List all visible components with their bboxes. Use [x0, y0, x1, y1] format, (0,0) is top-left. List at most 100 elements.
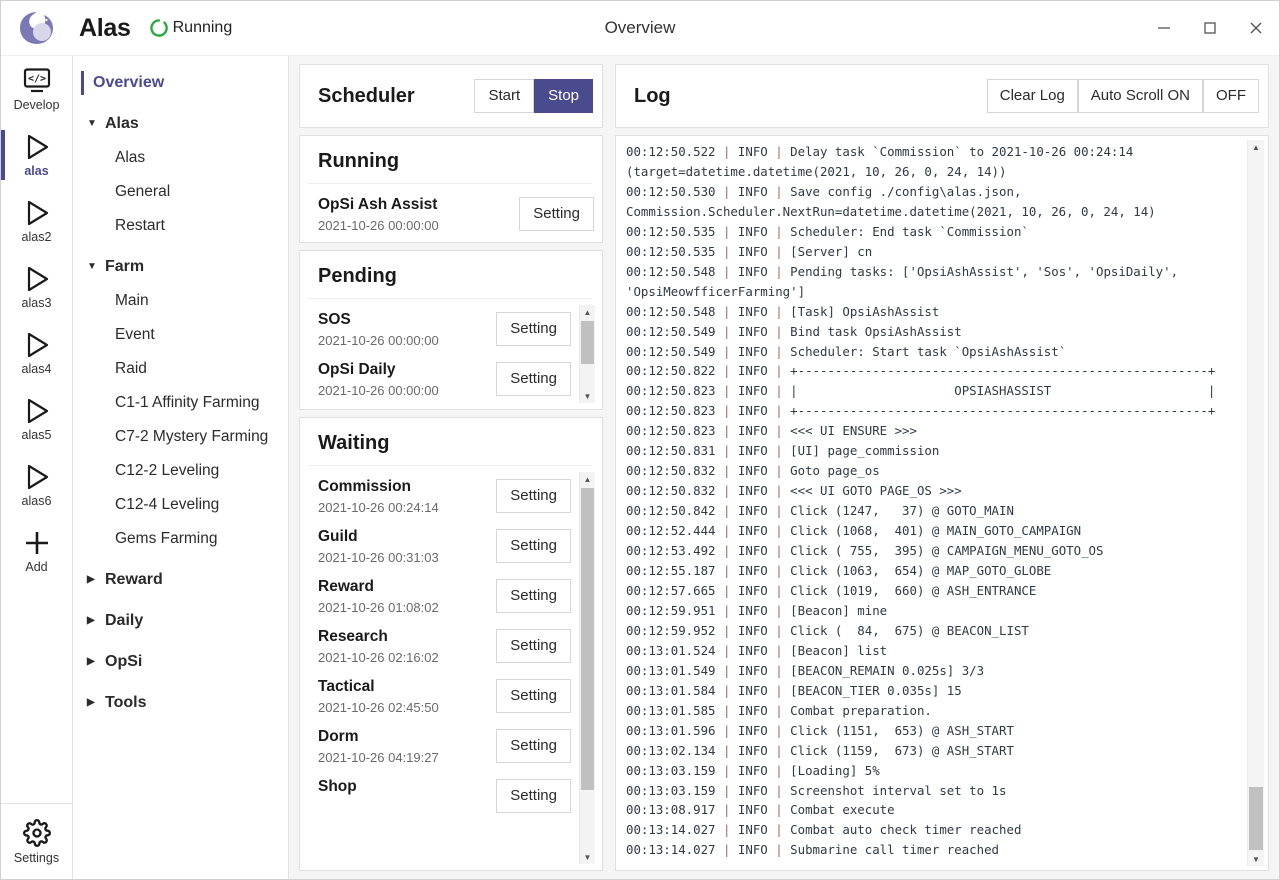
- task-setting-button[interactable]: Setting: [496, 779, 571, 813]
- task-row: OpSi Meowfficer FarmingSetting: [300, 407, 579, 409]
- play-icon: [27, 398, 48, 424]
- task-setting-button[interactable]: Setting: [496, 529, 571, 563]
- task-name: Guild: [318, 528, 358, 545]
- sidebar-item-raid[interactable]: Raid: [115, 360, 147, 377]
- gear-icon: [22, 818, 51, 848]
- close-icon: [1250, 22, 1262, 34]
- log-line: 00:13:08.917 | INFO | Combat execute: [626, 802, 895, 818]
- close-button[interactable]: [1233, 1, 1279, 56]
- log-output: 00:12:50.522 | INFO | Delay task `Commis…: [616, 136, 1247, 870]
- maximize-button[interactable]: [1187, 1, 1233, 56]
- chevron-right-icon: ▶: [87, 697, 95, 708]
- task-row: Reward 2021-10-26 01:08:02 Setting: [300, 574, 579, 624]
- pending-scrollbar[interactable]: ▲ ▼: [579, 305, 595, 403]
- scroll-up-icon[interactable]: ▲: [583, 307, 592, 317]
- task-setting-button[interactable]: Setting: [496, 679, 571, 713]
- rail-item-label: alas6: [21, 494, 52, 508]
- minimize-button[interactable]: [1141, 1, 1187, 56]
- task-name: SOS: [318, 311, 351, 328]
- task-info: Research 2021-10-26 02:16:02: [318, 626, 496, 668]
- sidebar-item-c12-4-leveling[interactable]: C12-4 Leveling: [115, 496, 220, 513]
- waiting-scroll-thumb[interactable]: [581, 488, 594, 791]
- rail-item-label: alas: [24, 164, 49, 178]
- task-setting-button[interactable]: Setting: [496, 362, 571, 396]
- auto-scroll-off-button[interactable]: OFF: [1203, 79, 1259, 113]
- nav-group-tools[interactable]: ▶ Tools: [73, 686, 288, 720]
- task-setting-button[interactable]: Setting: [496, 479, 571, 513]
- clear-log-button[interactable]: Clear Log: [986, 79, 1078, 113]
- sidebar-item-main[interactable]: Main: [115, 292, 149, 309]
- pending-scroll-track[interactable]: [580, 319, 595, 389]
- log-scroll-thumb[interactable]: [1249, 787, 1263, 850]
- sidebar-item-settings[interactable]: Settings: [1, 803, 72, 879]
- settings-label: Settings: [13, 851, 60, 865]
- rail-item-alas5[interactable]: alas5: [1, 386, 72, 452]
- rail-item-add[interactable]: Add: [1, 518, 72, 584]
- play-icon: [27, 332, 48, 358]
- sidebar-item-gems-farming[interactable]: Gems Farming: [115, 530, 218, 547]
- log-line: 00:12:50.549 | INFO | Bind task OpsiAshA…: [626, 323, 962, 339]
- sidebar-item-restart[interactable]: Restart: [115, 217, 165, 234]
- nav-group-label: Daily: [105, 612, 144, 629]
- stop-button[interactable]: Stop: [534, 79, 593, 113]
- scroll-up-icon[interactable]: ▲: [583, 474, 592, 484]
- log-scroll-track[interactable]: [1248, 154, 1264, 852]
- running-task-list: OpSi Ash Assist 2021-10-26 00:00:00 Settin…: [300, 184, 602, 242]
- play-icon: [27, 134, 48, 160]
- auto-scroll-on-button[interactable]: Auto Scroll ON: [1077, 79, 1203, 113]
- rail-item-label: Develop: [13, 98, 60, 112]
- sidebar-item-c1-1-affinity-farming[interactable]: C1-1 Affinity Farming: [115, 394, 260, 411]
- task-row: Commission 2021-10-26 00:24:14 Setting: [300, 474, 579, 524]
- sidebar-item-c7-2-mystery-farming[interactable]: C7-2 Mystery Farming: [115, 428, 269, 445]
- rail-item-label: alas3: [21, 296, 52, 310]
- task-next-run: 2021-10-26 00:31:03: [318, 550, 439, 565]
- sidebar-item-c12-2-leveling[interactable]: C12-2 Leveling: [115, 462, 220, 479]
- pending-scroll-thumb[interactable]: [581, 321, 594, 365]
- waiting-scroll-track[interactable]: [580, 486, 595, 850]
- waiting-scrollbar[interactable]: ▲ ▼: [579, 472, 595, 864]
- log-line: 00:12:59.952 | INFO | Click ( 84, 675) @…: [626, 622, 1029, 638]
- task-name: Tactical: [318, 678, 375, 695]
- sidebar-item-general[interactable]: General: [115, 183, 171, 200]
- task-row: Tactical 2021-10-26 02:45:50 Setting: [300, 674, 579, 724]
- scroll-up-icon[interactable]: ▲: [1252, 142, 1260, 152]
- pending-body: SOS 2021-10-26 00:00:00 Setting OpSi Daily 2…: [300, 299, 602, 409]
- moon-logo-icon: [20, 12, 53, 44]
- task-setting-button[interactable]: Setting: [496, 312, 571, 346]
- log-line: 00:13:03.159 | INFO | [Loading] 5%: [626, 762, 880, 778]
- play-icon: [22, 198, 52, 228]
- log-line: 00:12:50.522 | INFO | Delay task `Commis…: [626, 144, 1141, 179]
- task-setting-button[interactable]: Setting: [496, 579, 571, 613]
- nav-group-farm[interactable]: ▼ Farm: [73, 250, 288, 284]
- rail-item-alas3[interactable]: alas3: [1, 254, 72, 320]
- rail-spacer: [1, 584, 72, 803]
- log-scrollbar[interactable]: ▲ ▼: [1247, 140, 1264, 866]
- rail-item-develop[interactable]: </> Develop: [1, 56, 72, 122]
- scheduler-card: Scheduler Start Stop: [299, 64, 603, 128]
- scroll-down-icon[interactable]: ▼: [1252, 854, 1260, 864]
- running-card: Running OpSi Ash Assist 2021-10-26 00:00:…: [299, 135, 603, 243]
- log-line: 00:12:50.823 | INFO | <<< UI ENSURE >>>: [626, 423, 917, 439]
- nav-group-daily[interactable]: ▶ Daily: [73, 604, 288, 638]
- play-icon: [22, 462, 52, 492]
- nav-group-reward[interactable]: ▶ Reward: [73, 563, 288, 597]
- sidebar-item-event[interactable]: Event: [115, 326, 155, 343]
- rail-item-alas[interactable]: alas: [1, 122, 72, 188]
- task-setting-button[interactable]: Setting: [519, 197, 594, 231]
- scroll-down-icon[interactable]: ▼: [583, 391, 592, 401]
- log-line: 00:12:50.535 | INFO | Scheduler: End tas…: [626, 223, 1029, 239]
- instance-rail: </> Develop alas alas2 alas3 alas4 alas5 alas6 A…: [1, 56, 73, 879]
- task-setting-button[interactable]: Setting: [496, 629, 571, 663]
- nav-group-alas[interactable]: ▼ Alas: [73, 107, 288, 141]
- scroll-down-icon[interactable]: ▼: [583, 852, 592, 862]
- task-setting-button[interactable]: Setting: [496, 729, 571, 763]
- rail-item-alas2[interactable]: alas2: [1, 188, 72, 254]
- rail-item-alas4[interactable]: alas4: [1, 320, 72, 386]
- nav-group-opsi[interactable]: ▶ OpSi: [73, 645, 288, 679]
- start-button[interactable]: Start: [474, 79, 535, 113]
- task-row: Research 2021-10-26 02:16:02 Setting: [300, 624, 579, 674]
- sidebar-item-alas[interactable]: Alas: [115, 149, 146, 166]
- sidebar-item-overview[interactable]: Overview: [73, 66, 288, 100]
- task-button-wrap: Setting: [496, 359, 573, 396]
- rail-item-alas6[interactable]: alas6: [1, 452, 72, 518]
